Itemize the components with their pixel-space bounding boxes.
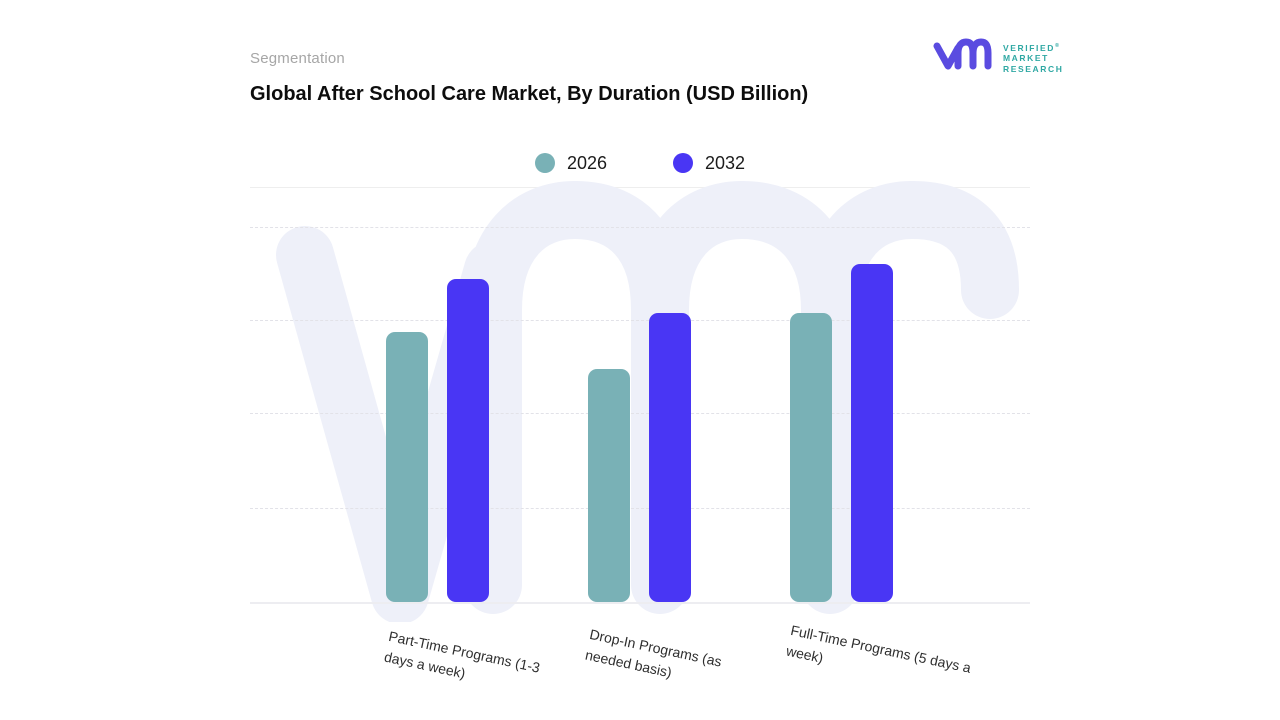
x-axis-label: Drop-In Programs (as needed basis) bbox=[583, 625, 724, 681]
bar-2032-group2 bbox=[649, 313, 691, 602]
legend-item-2032: 2032 bbox=[673, 153, 745, 174]
vmr-logo-wordmark: VERIFIED® MARKET RESEARCH bbox=[1003, 42, 1064, 74]
registered-mark: ® bbox=[1055, 42, 1060, 49]
gridline bbox=[250, 227, 1030, 228]
header-separator bbox=[250, 187, 1030, 188]
bar-2026-group1 bbox=[386, 332, 428, 602]
vmr-monogram-icon bbox=[933, 38, 995, 77]
x-axis-label: Part-Time Programs (1-3 days a week) bbox=[382, 627, 542, 682]
vmr-watermark-icon bbox=[276, 181, 1019, 622]
legend-label: 2032 bbox=[705, 152, 746, 173]
gridline bbox=[250, 413, 1030, 414]
legend-item-2026: 2026 bbox=[534, 152, 607, 174]
bar-2032-group1 bbox=[447, 279, 489, 602]
legend-dot-icon bbox=[534, 153, 555, 173]
bar-2026-group2 bbox=[588, 369, 630, 602]
bar-2026-group3 bbox=[790, 313, 832, 602]
vmr-logo: VERIFIED® MARKET RESEARCH bbox=[933, 38, 1064, 77]
section-label: Segmentation bbox=[250, 50, 345, 67]
x-axis-line bbox=[250, 602, 1030, 604]
gridline bbox=[250, 320, 1030, 321]
chart-title: Global After School Care Market, By Dura… bbox=[250, 83, 809, 105]
x-axis-label: Full-Time Programs (5 days a week) bbox=[784, 621, 973, 676]
legend-dot-icon bbox=[673, 153, 693, 173]
chart-legend: 2026 2032 bbox=[250, 148, 1030, 178]
bar-2032-group3 bbox=[851, 264, 893, 602]
gridline bbox=[250, 508, 1030, 509]
legend-label: 2026 bbox=[566, 152, 607, 173]
